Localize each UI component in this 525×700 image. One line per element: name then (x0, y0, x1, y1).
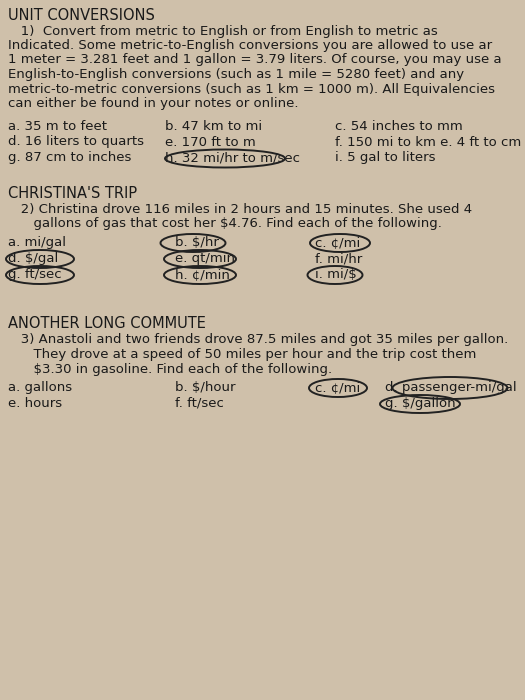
Text: e. 170 ft to m: e. 170 ft to m (165, 136, 256, 148)
Text: i. 5 gal to liters: i. 5 gal to liters (335, 151, 436, 164)
Text: They drove at a speed of 50 miles per hour and the trip cost them: They drove at a speed of 50 miles per ho… (8, 348, 476, 361)
Text: metric-to-metric conversions (such as 1 km = 1000 m). All Equivalencies: metric-to-metric conversions (such as 1 … (8, 83, 495, 95)
Text: 3) Anastoli and two friends drove 87.5 miles and got 35 miles per gallon.: 3) Anastoli and two friends drove 87.5 m… (8, 333, 508, 346)
Text: 1 meter = 3.281 feet and 1 gallon = 3.79 liters. Of course, you may use a: 1 meter = 3.281 feet and 1 gallon = 3.79… (8, 53, 501, 66)
Text: i. mi/$: i. mi/$ (315, 268, 357, 281)
Text: Indicated. Some metric-to-English conversions you are allowed to use ar: Indicated. Some metric-to-English conver… (8, 39, 492, 52)
Text: 1)  Convert from metric to English or from English to metric as: 1) Convert from metric to English or fro… (8, 25, 438, 38)
Text: b. 47 km to mi: b. 47 km to mi (165, 120, 262, 132)
Text: e. hours: e. hours (8, 397, 62, 410)
Text: CHRISTINA'S TRIP: CHRISTINA'S TRIP (8, 186, 137, 200)
Text: ANOTHER LONG COMMUTE: ANOTHER LONG COMMUTE (8, 316, 206, 331)
Text: f. mi/hr: f. mi/hr (315, 252, 362, 265)
Text: d. passenger-mi/gal: d. passenger-mi/gal (385, 381, 517, 394)
Text: 2) Christina drove 116 miles in 2 hours and 15 minutes. She used 4: 2) Christina drove 116 miles in 2 hours … (8, 203, 472, 216)
Text: g. 87 cm to inches: g. 87 cm to inches (8, 151, 131, 164)
Text: UNIT CONVERSIONS: UNIT CONVERSIONS (8, 8, 155, 23)
Text: b. $/hr: b. $/hr (175, 236, 219, 249)
Text: f. 150 mi to km e. 4 ft to cm: f. 150 mi to km e. 4 ft to cm (335, 136, 521, 148)
Text: f. ft/sec: f. ft/sec (175, 397, 224, 410)
Text: a. gallons: a. gallons (8, 381, 72, 394)
Text: can either be found in your notes or online.: can either be found in your notes or onl… (8, 97, 299, 110)
Text: c. ¢/mi: c. ¢/mi (315, 381, 360, 394)
Text: a. mi/gal: a. mi/gal (8, 236, 66, 249)
Text: g. $/gallon: g. $/gallon (385, 397, 456, 410)
Text: gallons of gas that cost her $4.76. Find each of the following.: gallons of gas that cost her $4.76. Find… (8, 218, 442, 230)
Text: g. ft/sec: g. ft/sec (8, 268, 61, 281)
Text: $3.30 in gasoline. Find each of the following.: $3.30 in gasoline. Find each of the foll… (8, 363, 332, 375)
Text: c. 54 inches to mm: c. 54 inches to mm (335, 120, 463, 132)
Text: d. 16 liters to quarts: d. 16 liters to quarts (8, 136, 144, 148)
Text: b. $/hour: b. $/hour (175, 381, 236, 394)
Text: e. qt/min: e. qt/min (175, 252, 235, 265)
Text: English-to-English conversions (such as 1 mile = 5280 feet) and any: English-to-English conversions (such as … (8, 68, 464, 81)
Text: d. $/gal: d. $/gal (8, 252, 58, 265)
Text: h. 32 mi/hr to m/sec: h. 32 mi/hr to m/sec (165, 151, 300, 164)
Text: h. ¢/min: h. ¢/min (175, 268, 230, 281)
Text: a. 35 m to feet: a. 35 m to feet (8, 120, 107, 132)
Text: c. ¢/mi: c. ¢/mi (315, 236, 360, 249)
